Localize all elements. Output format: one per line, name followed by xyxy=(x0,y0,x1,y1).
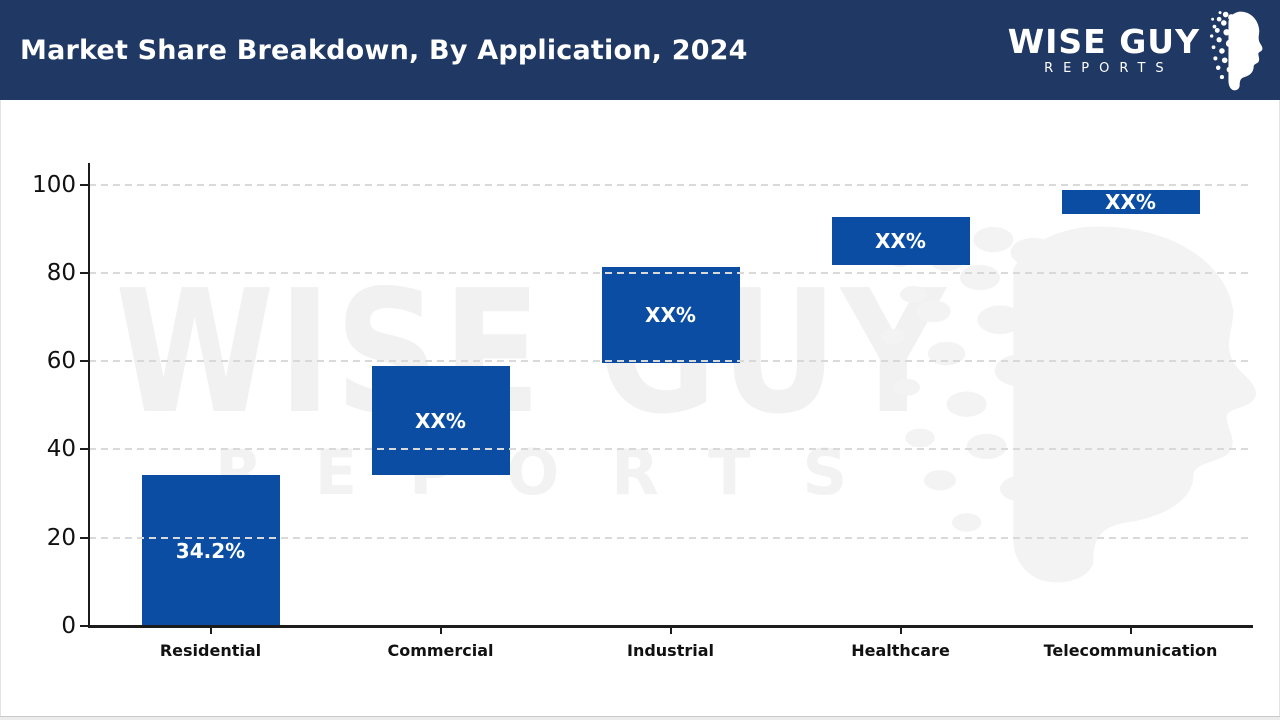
watermark-subtext: REPORTS xyxy=(215,436,900,509)
gridline-80 xyxy=(89,271,1253,274)
y-tickmark-100 xyxy=(80,183,88,186)
wiseguy-face-icon xyxy=(1204,8,1266,92)
bar-industrial: XX% xyxy=(601,266,740,363)
x-category-label: Industrial xyxy=(626,641,714,660)
header-bar: Market Share Breakdown, By Application, … xyxy=(0,0,1280,100)
watermark-wordmark: WISE GUY xyxy=(115,254,950,452)
y-tick-label: 20 xyxy=(46,524,76,551)
logo-text: WISE GUY REPORTS xyxy=(1008,25,1200,75)
bar-value-label: XX% xyxy=(875,229,926,254)
x-axis-line xyxy=(87,625,1253,628)
y-tickmark-0 xyxy=(80,625,88,627)
x-category-label: Healthcare xyxy=(851,641,950,660)
bar-value-label: XX% xyxy=(645,302,696,327)
x-tickmark-2 xyxy=(439,627,442,634)
gridline-100 xyxy=(89,183,1253,186)
y-tickmark-20 xyxy=(80,536,88,539)
logo-subtext: REPORTS xyxy=(1044,61,1174,76)
y-tickmark-80 xyxy=(80,271,88,274)
y-tickmark-60 xyxy=(80,360,88,363)
y-tick-label: 0 xyxy=(61,613,76,639)
x-tickmark-1 xyxy=(209,627,212,634)
x-category-label: Commercial xyxy=(387,641,494,660)
y-tick-label: 100 xyxy=(32,171,76,198)
bar-telecommunication: XX% xyxy=(1061,189,1200,215)
y-tick-label: 80 xyxy=(46,259,76,286)
y-axis-line xyxy=(87,163,90,627)
left-border xyxy=(0,100,1,720)
gridline-20 xyxy=(89,536,1253,539)
bar-value-label: 34.2% xyxy=(175,538,246,563)
bar-value-label: XX% xyxy=(415,408,466,433)
x-category-label: Telecommunication xyxy=(1043,641,1218,660)
x-category-label: Residential xyxy=(159,641,262,660)
page-title: Market Share Breakdown, By Application, … xyxy=(20,34,748,66)
gridline-60 xyxy=(89,360,1253,363)
gridline-40 xyxy=(89,448,1253,451)
bar-healthcare: XX% xyxy=(831,217,970,265)
bar-residential: 34.2% xyxy=(141,475,280,626)
x-tickmark-4 xyxy=(899,627,902,634)
logo-wordmark: WISE GUY xyxy=(1007,22,1200,61)
y-tick-label: 40 xyxy=(46,436,76,463)
bottom-border xyxy=(0,716,1280,720)
wiseguy-logo: WISE GUY REPORTS xyxy=(1008,8,1266,92)
y-tickmark-40 xyxy=(80,448,88,451)
watermark-face-icon xyxy=(860,210,1260,590)
x-tickmark-5 xyxy=(1129,627,1132,634)
x-tickmark-3 xyxy=(669,627,672,634)
bar-commercial: XX% xyxy=(371,366,510,476)
bar-value-label: XX% xyxy=(1105,190,1156,215)
y-tick-label: 60 xyxy=(46,348,76,375)
